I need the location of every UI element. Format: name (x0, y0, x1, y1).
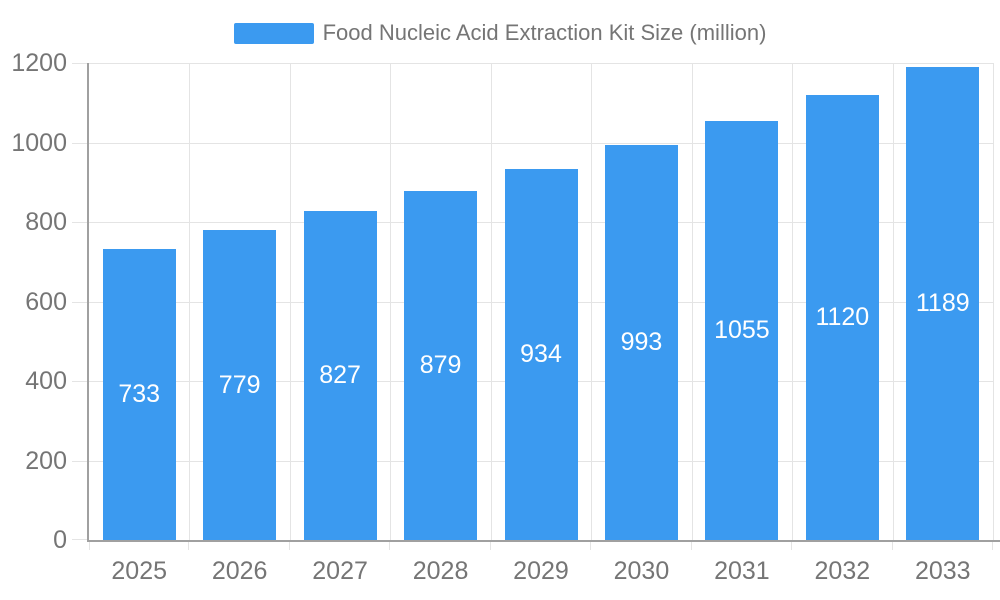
y-axis-label: 600 (25, 288, 67, 316)
legend-label: Food Nucleic Acid Extraction Kit Size (m… (322, 20, 767, 45)
x-axis-tick (89, 542, 90, 550)
y-axis-tick (72, 221, 87, 223)
bar-value-label: 733 (118, 379, 161, 408)
bar-value-label: 1055 (714, 315, 770, 344)
x-axis-tick (188, 542, 189, 550)
x-axis-label: 2032 (814, 557, 871, 585)
y-axis-tick (72, 142, 87, 144)
y-axis-label: 800 (25, 208, 67, 236)
bar: 779 (203, 230, 277, 540)
x-axis-tick (892, 542, 893, 550)
bar: 993 (604, 145, 678, 540)
y-axis-label: 1200 (11, 49, 67, 77)
x-axis-tick (590, 542, 591, 550)
y-axis-tick (72, 460, 87, 462)
bar-value-label: 827 (319, 361, 361, 390)
x-gridline (893, 63, 894, 540)
x-axis-tick (691, 542, 692, 550)
bar-value-label: 1120 (815, 302, 870, 331)
y-axis-label: 400 (25, 367, 67, 395)
y-axis-label: 200 (25, 447, 67, 475)
y-axis-tick (72, 301, 87, 303)
bar: 1055 (705, 120, 779, 540)
bar-value-label: 934 (520, 339, 562, 368)
bar-value-label: 879 (419, 350, 462, 379)
x-axis-tick (389, 542, 390, 550)
bar: 1189 (906, 67, 980, 540)
x-gridline (692, 63, 693, 540)
y-axis-tick (72, 539, 87, 540)
legend-swatch-icon (233, 22, 314, 44)
plot-area: 0 200 400 600 800 1000 1200 733 2025 779 2026 827 20… (11, 49, 1000, 585)
x-gridline (591, 63, 592, 540)
x-axis-label: 2030 (613, 557, 670, 585)
y-axis-label: 1000 (11, 129, 67, 157)
x-axis-tick (791, 542, 792, 550)
x-axis-tick (490, 542, 491, 550)
x-axis-label: 2026 (211, 557, 268, 585)
bar-value-label: 993 (620, 328, 663, 357)
bar: 1120 (805, 94, 879, 540)
x-axis-label: 2028 (412, 557, 469, 585)
y-axis-tick (72, 62, 87, 64)
x-axis-tick (289, 542, 290, 550)
x-axis-tick (992, 542, 993, 550)
bar: 934 (504, 168, 578, 540)
y-axis-tick (72, 380, 87, 382)
x-gridline (189, 63, 190, 540)
x-axis-label: 2029 (513, 557, 569, 585)
x-gridline (993, 63, 994, 540)
bar: 733 (102, 248, 176, 540)
y-axis-label: 0 (53, 526, 67, 554)
y-gridline (89, 62, 993, 64)
x-axis-label: 2025 (111, 557, 168, 585)
x-gridline (792, 63, 793, 540)
bar-value-label: 1189 (915, 289, 970, 318)
x-gridline (290, 63, 291, 540)
bar: 879 (404, 190, 478, 540)
bar: 827 (303, 211, 377, 540)
y-gridline (89, 142, 993, 144)
x-axis-label: 2031 (714, 557, 770, 585)
x-gridline (491, 63, 492, 540)
x-gridline (390, 63, 391, 540)
bar-value-label: 779 (218, 370, 261, 399)
legend-item[interactable]: Food Nucleic Acid Extraction Kit Size (m… (0, 20, 1000, 46)
x-axis-label: 2033 (914, 557, 971, 585)
x-axis-label: 2027 (312, 557, 368, 585)
